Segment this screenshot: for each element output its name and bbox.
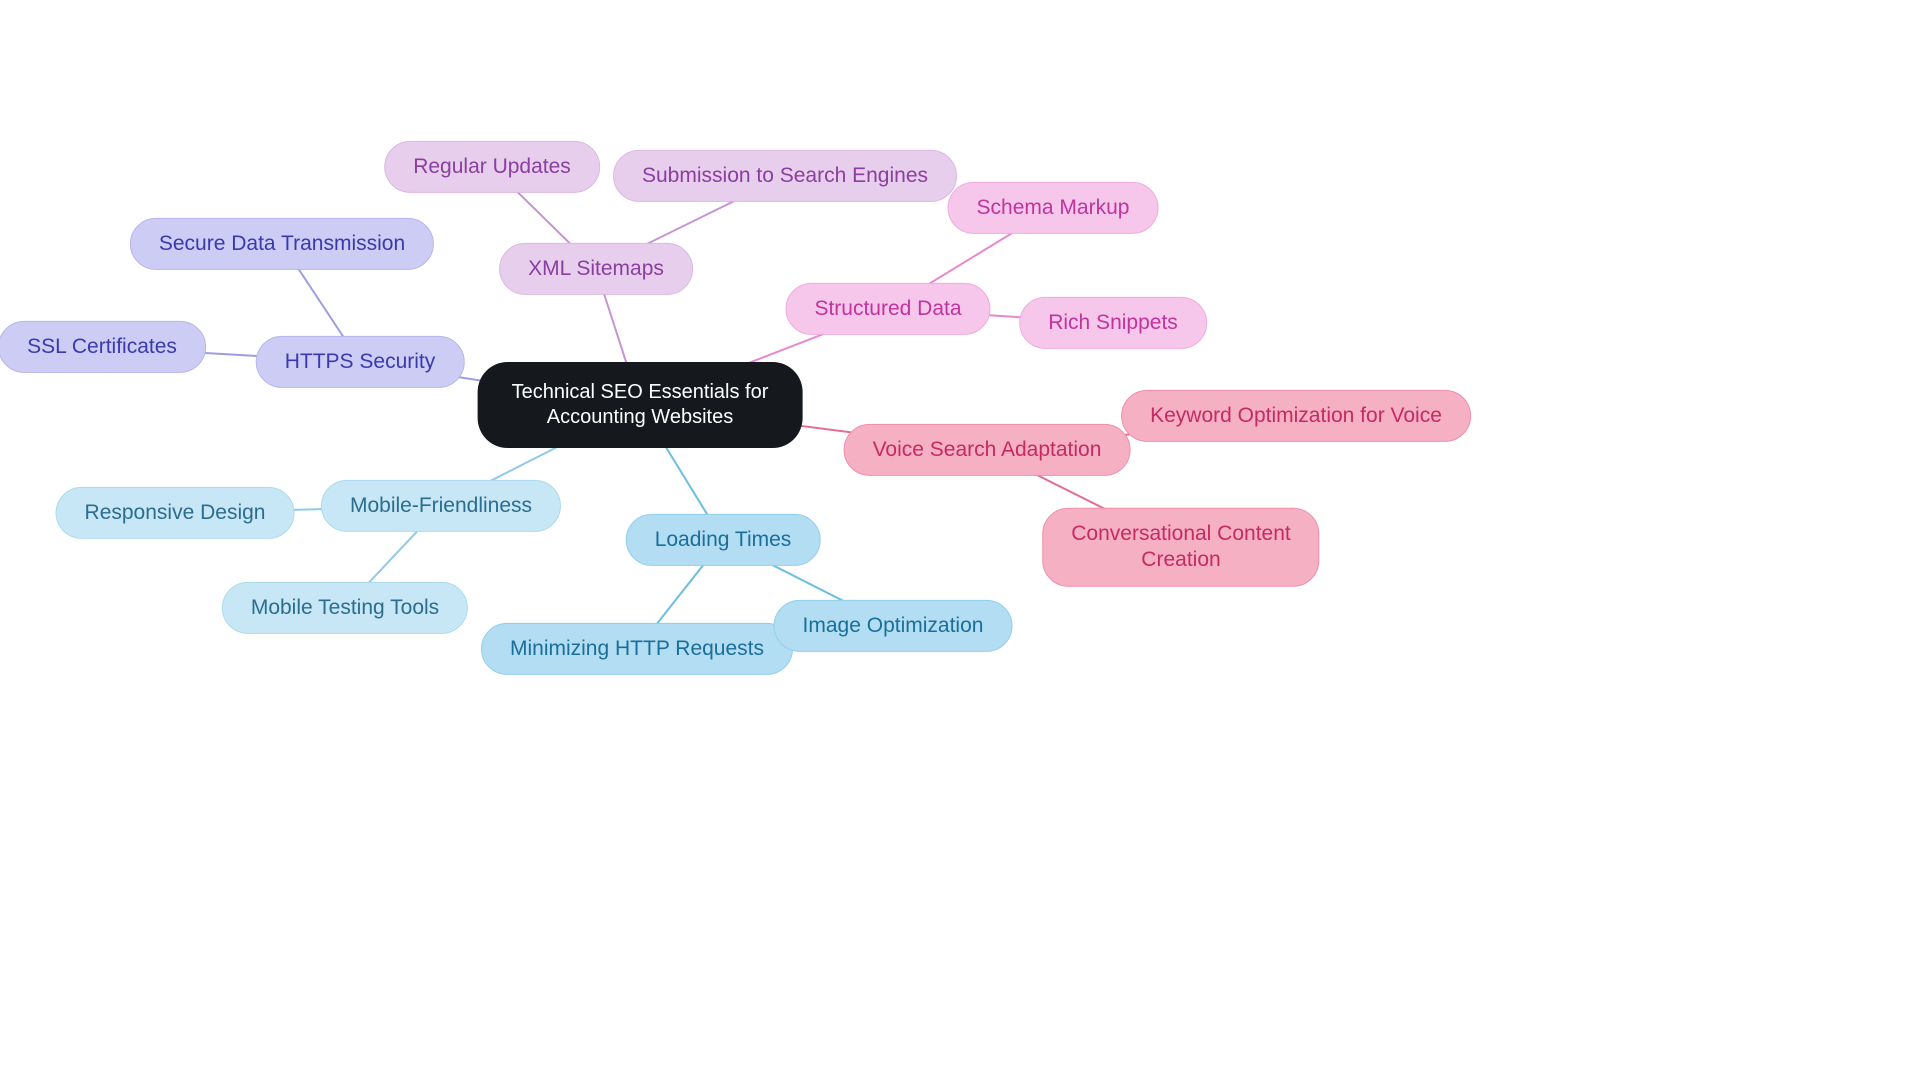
node-label: Voice Search Adaptation bbox=[873, 437, 1102, 463]
node-label: XML Sitemaps bbox=[528, 256, 664, 282]
node-label: Image Optimization bbox=[803, 613, 984, 639]
node-label: Schema Markup bbox=[977, 195, 1130, 221]
node-imgopt: Image Optimization bbox=[774, 600, 1013, 652]
node-label: Keyword Optimization for Voice bbox=[1150, 403, 1442, 429]
node-label: Loading Times bbox=[655, 527, 792, 553]
edges-layer bbox=[0, 0, 1920, 1083]
node-secure-data: Secure Data Transmission bbox=[130, 218, 434, 270]
node-root: Technical SEO Essentials for Accounting … bbox=[478, 362, 803, 448]
node-label: Structured Data bbox=[814, 296, 961, 322]
node-submission: Submission to Search Engines bbox=[613, 150, 957, 202]
node-kwvoice: Keyword Optimization for Voice bbox=[1121, 390, 1471, 442]
node-label: Responsive Design bbox=[85, 500, 266, 526]
node-schema: Schema Markup bbox=[948, 182, 1159, 234]
node-https: HTTPS Security bbox=[256, 336, 465, 388]
node-updates: Regular Updates bbox=[384, 141, 600, 193]
node-label: Submission to Search Engines bbox=[642, 163, 928, 189]
node-voice: Voice Search Adaptation bbox=[844, 424, 1131, 476]
node-label: Rich Snippets bbox=[1048, 310, 1178, 336]
node-responsive: Responsive Design bbox=[56, 487, 295, 539]
node-label: Secure Data Transmission bbox=[159, 231, 405, 257]
node-label: HTTPS Security bbox=[285, 349, 436, 375]
node-convo: Conversational Content Creation bbox=[1042, 508, 1319, 587]
node-mobtest: Mobile Testing Tools bbox=[222, 582, 468, 634]
node-mobile: Mobile-Friendliness bbox=[321, 480, 561, 532]
node-label: Minimizing HTTP Requests bbox=[510, 636, 764, 662]
node-label: SSL Certificates bbox=[27, 334, 177, 360]
node-label: Mobile Testing Tools bbox=[251, 595, 439, 621]
node-label: Regular Updates bbox=[413, 154, 571, 180]
node-label: Technical SEO Essentials for Accounting … bbox=[512, 380, 769, 430]
node-loading: Loading Times bbox=[626, 514, 821, 566]
node-ssl: SSL Certificates bbox=[0, 321, 206, 373]
node-structured: Structured Data bbox=[785, 283, 990, 335]
node-label: Conversational Content Creation bbox=[1071, 521, 1290, 574]
node-sitemaps: XML Sitemaps bbox=[499, 243, 693, 295]
node-label: Mobile-Friendliness bbox=[350, 493, 532, 519]
node-rich: Rich Snippets bbox=[1019, 297, 1207, 349]
node-minhttp: Minimizing HTTP Requests bbox=[481, 623, 793, 675]
